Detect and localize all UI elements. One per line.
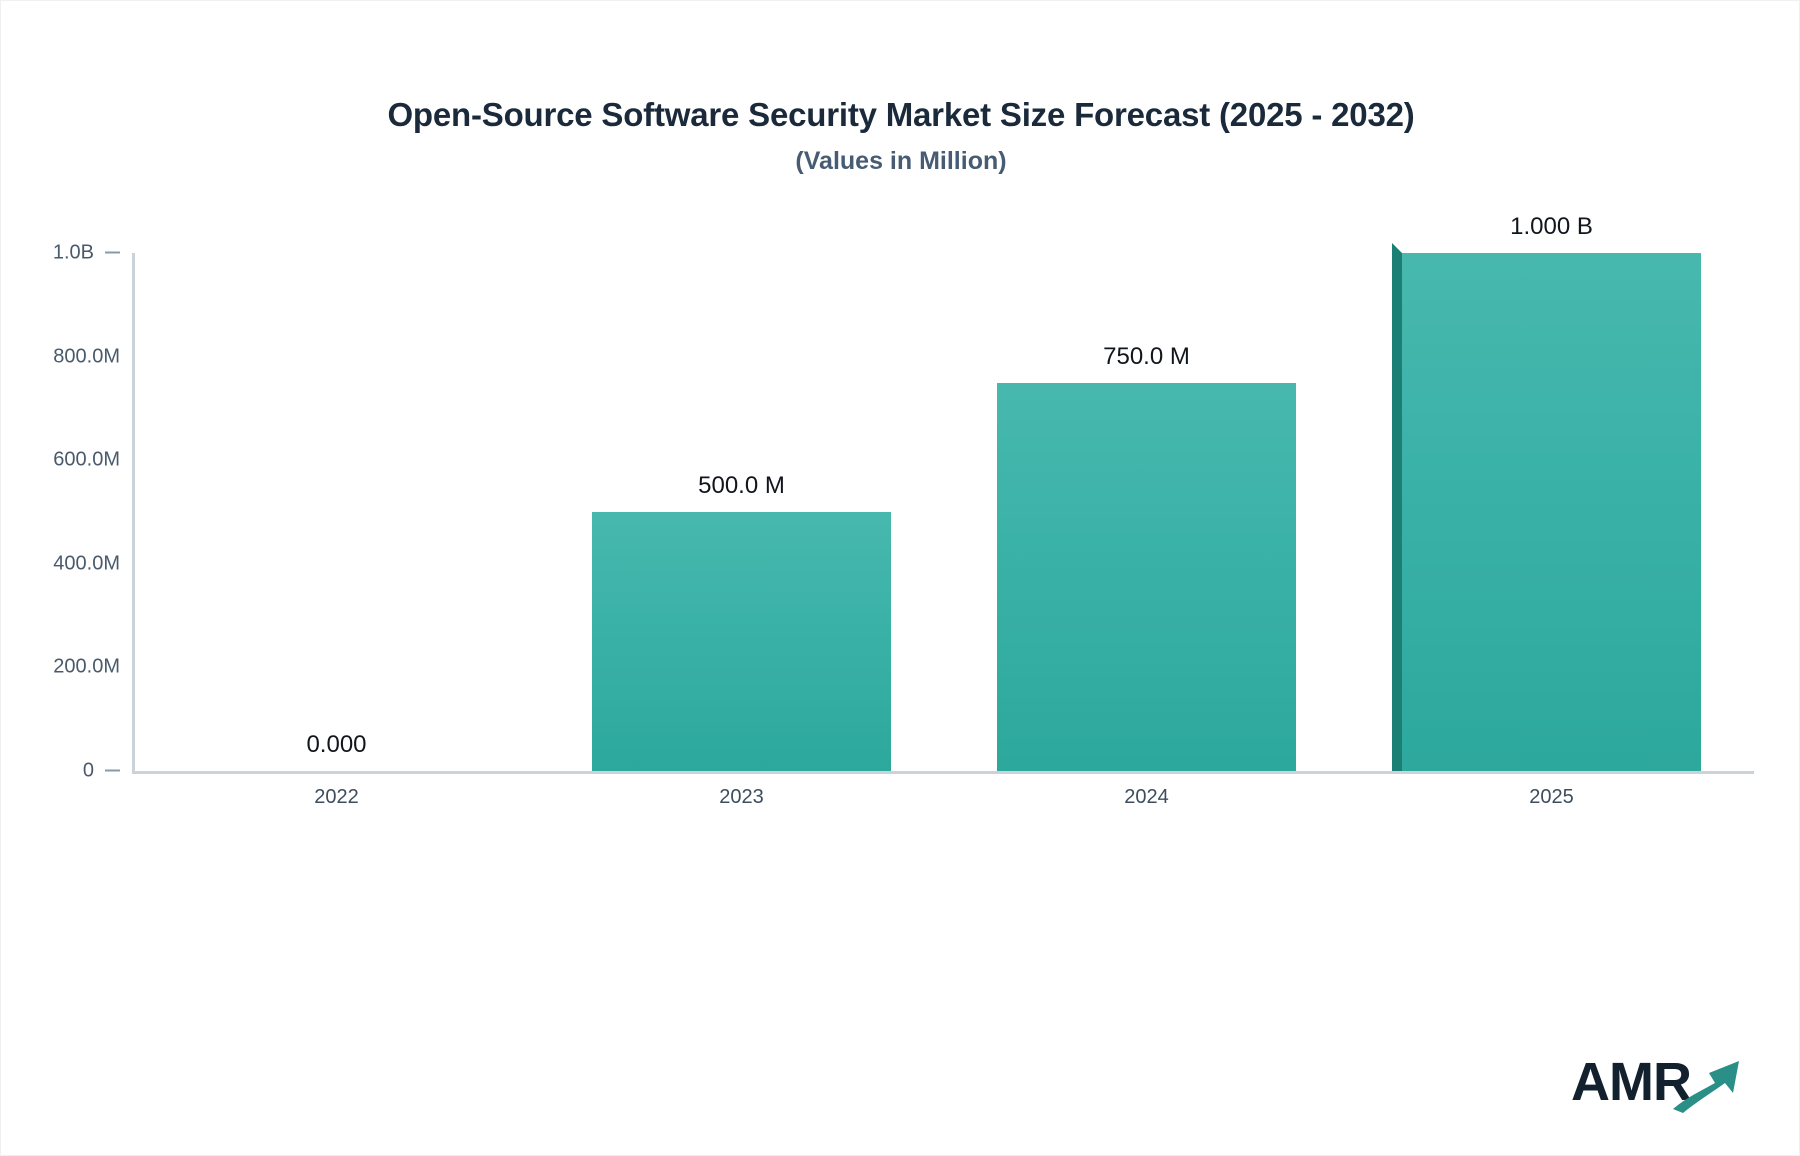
bar-2025[interactable] <box>1401 253 1702 771</box>
y-axis-line <box>132 253 135 771</box>
logo-wordmark: AMR <box>1571 1052 1692 1112</box>
bar-2024[interactable] <box>996 382 1297 771</box>
bar-value-label: 500.0 M <box>698 472 785 499</box>
y-axis-tick: 800.0M <box>53 345 120 368</box>
y-axis-tick-label: 400.0M <box>53 552 120 575</box>
chart-subtitle: (Values in Million) <box>795 146 1007 175</box>
bar-group[interactable]: 500.0 M <box>591 253 892 771</box>
y-axis-tick-dash-icon <box>105 769 120 772</box>
growth-arrow-icon <box>1671 1053 1743 1120</box>
amr-logo: AMR <box>1571 1047 1743 1117</box>
x-axis-tick-label: 2024 <box>1124 786 1169 808</box>
bar-2023[interactable] <box>591 512 892 771</box>
y-axis-tick: 400.0M <box>53 552 120 575</box>
y-axis-tick-label: 200.0M <box>53 655 120 678</box>
y-axis-tick-dash-icon <box>105 251 120 254</box>
bar-group[interactable]: 750.0 M <box>996 253 1297 771</box>
bar-group[interactable]: 1.000 B <box>1401 213 1702 771</box>
page-title: Open-Source Software Security Market Siz… <box>387 96 1415 133</box>
y-axis-tick-label: 1.0B <box>52 241 94 264</box>
x-axis-tick-label: 2022 <box>314 786 359 808</box>
plot-area: 0 200.0M 400.0M 600.0M 800.0M 1.0B 0.000 500.0… <box>53 213 1754 782</box>
bar-series-group: 0.000 500.0 M 750.0 M 1.000 B <box>134 213 1754 771</box>
bar-value-label: 750.0 M <box>1103 342 1190 370</box>
x-axis-line <box>132 771 1754 774</box>
chart-header: Open-Source Software Security Market Siz… <box>1 96 1799 176</box>
bar-value-label: 1.000 B <box>1510 213 1593 240</box>
y-axis-tick: 1.0B <box>53 242 120 265</box>
y-axis-tick: 600.0M <box>53 449 120 472</box>
x-axis-tick-group: 2022 2023 2024 2025 <box>134 786 1754 826</box>
x-axis-tick-label: 2025 <box>1529 786 1574 808</box>
y-axis-tick-label: 800.0M <box>53 345 120 368</box>
y-axis-tick-label: 0 <box>82 759 94 782</box>
y-axis-tick: 0 <box>83 760 120 783</box>
y-axis-tick: 200.0M <box>53 656 120 679</box>
bar-value-label: 0.000 <box>306 731 367 758</box>
x-axis-tick-label: 2023 <box>719 786 764 808</box>
bar-group[interactable]: 0.000 <box>187 253 487 771</box>
y-axis-tick-label: 600.0M <box>53 448 120 471</box>
